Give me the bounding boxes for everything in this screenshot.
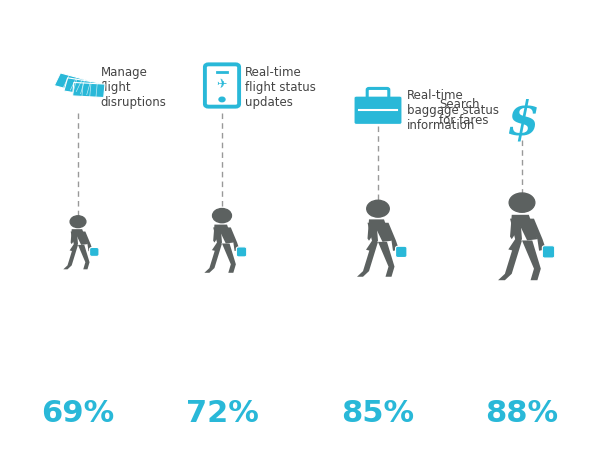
Polygon shape [498,240,522,280]
Polygon shape [213,225,233,243]
Text: 85%: 85% [341,399,415,427]
Polygon shape [378,242,395,277]
Polygon shape [73,82,105,98]
Polygon shape [522,240,541,280]
Text: $: $ [506,99,538,144]
Text: Search
for fares: Search for fares [439,99,489,126]
Polygon shape [366,223,378,251]
Text: Real-time
baggage status
information: Real-time baggage status information [407,89,499,132]
Polygon shape [510,215,538,240]
Polygon shape [212,227,222,251]
Text: Real-time
flight status
updates: Real-time flight status updates [245,66,316,109]
Text: 88%: 88% [485,399,559,427]
FancyBboxPatch shape [354,96,402,125]
Polygon shape [70,231,78,251]
Polygon shape [79,231,93,251]
FancyBboxPatch shape [236,247,247,257]
Polygon shape [524,219,546,251]
Circle shape [367,200,389,217]
Circle shape [70,216,86,228]
FancyBboxPatch shape [542,246,554,258]
Polygon shape [222,243,236,273]
Polygon shape [379,223,399,251]
Polygon shape [508,219,522,251]
Circle shape [509,193,535,212]
Polygon shape [64,78,98,96]
Text: Manage
flight
disruptions: Manage flight disruptions [101,66,167,109]
Polygon shape [64,245,78,269]
Polygon shape [54,73,90,94]
Circle shape [212,208,232,223]
Polygon shape [78,245,89,269]
FancyBboxPatch shape [395,246,407,257]
Circle shape [219,97,225,102]
Polygon shape [71,229,88,245]
Polygon shape [367,220,392,242]
FancyBboxPatch shape [89,248,99,256]
Polygon shape [205,243,222,273]
Polygon shape [223,227,239,251]
Polygon shape [357,242,378,277]
Text: 69%: 69% [41,399,115,427]
Text: ✈: ✈ [217,78,227,91]
Text: 72%: 72% [185,399,259,427]
